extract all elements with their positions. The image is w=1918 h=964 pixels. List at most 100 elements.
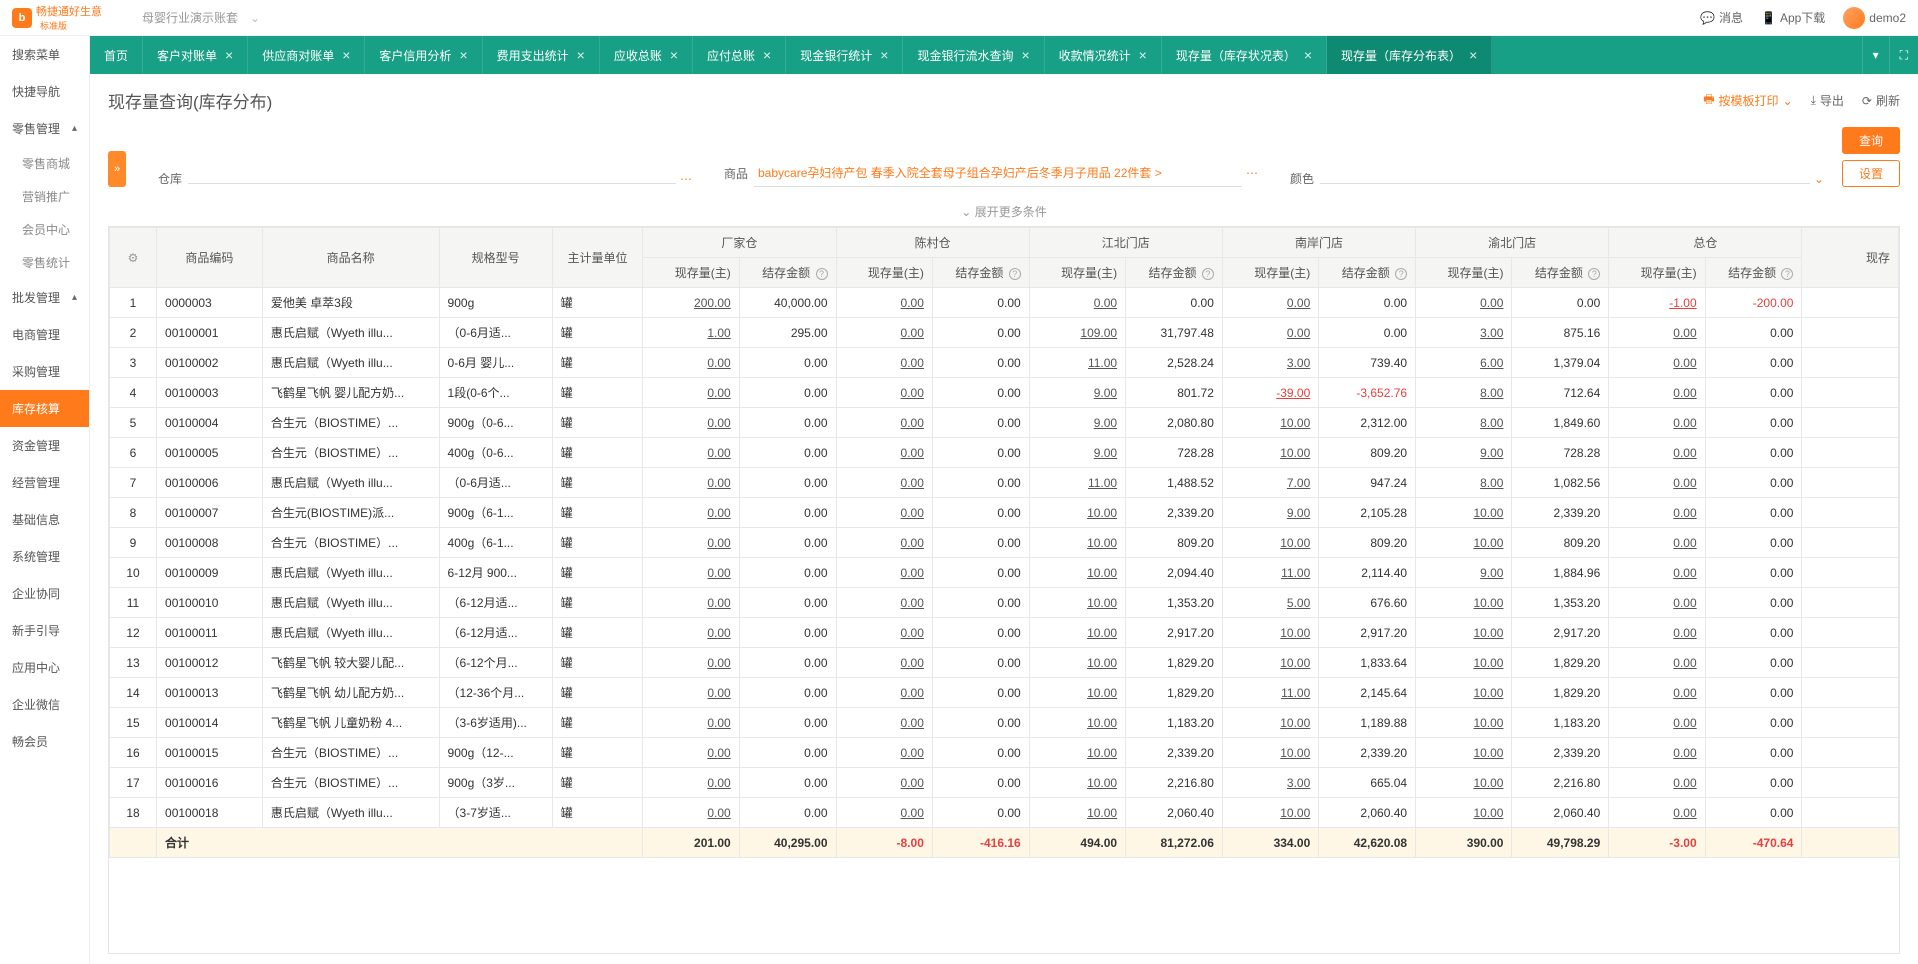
qty-cell[interactable]: 0.00	[836, 288, 932, 318]
demo-title[interactable]: 母婴行业演示账套	[142, 9, 238, 26]
qty-cell[interactable]: 0.00	[1609, 618, 1705, 648]
qty-cell[interactable]: 7.00	[1222, 468, 1318, 498]
qty-cell[interactable]: 10.00	[1416, 588, 1512, 618]
qty-cell[interactable]: 0.00	[836, 408, 932, 438]
qty-cell[interactable]: 8.00	[1416, 408, 1512, 438]
table-scroll[interactable]: ⚙商品编码商品名称规格型号主计量单位厂家仓陈村仓江北门店南岸门店渝北门店总仓现存…	[108, 226, 1900, 954]
qty-cell[interactable]: 3.00	[1222, 768, 1318, 798]
qty-cell[interactable]: 0.00	[1609, 588, 1705, 618]
qty-cell[interactable]: 0.00	[643, 378, 739, 408]
qty-cell[interactable]: 0.00	[643, 558, 739, 588]
sidebar-item[interactable]: 采购管理	[0, 353, 89, 390]
qty-cell[interactable]: 0.00	[1609, 798, 1705, 828]
sidebar-item[interactable]: 快捷导航	[0, 73, 89, 110]
hint-icon[interactable]: ?	[1202, 268, 1214, 280]
qty-cell[interactable]: 0.00	[643, 738, 739, 768]
qty-cell[interactable]: 0.00	[1222, 318, 1318, 348]
tab[interactable]: 客户对账单×	[143, 36, 248, 74]
qty-cell[interactable]: 10.00	[1416, 648, 1512, 678]
tab[interactable]: 收款情况统计×	[1045, 36, 1162, 74]
qty-cell[interactable]: 11.00	[1029, 348, 1125, 378]
qty-cell[interactable]: 1.00	[643, 318, 739, 348]
qty-cell[interactable]: 109.00	[1029, 318, 1125, 348]
qty-cell[interactable]: 10.00	[1416, 678, 1512, 708]
filter-product-input[interactable]: babycare孕妇待产包 春季入院全套母子组合孕妇产后冬季月子用品 22件套 …	[754, 159, 1242, 187]
setting-button[interactable]: 设置	[1842, 160, 1900, 187]
qty-cell[interactable]: 10.00	[1416, 768, 1512, 798]
qty-cell[interactable]: 10.00	[1222, 738, 1318, 768]
sidebar-item[interactable]: 经营管理	[0, 464, 89, 501]
qty-cell[interactable]: 10.00	[1029, 558, 1125, 588]
qty-cell[interactable]: 0.00	[836, 798, 932, 828]
tab[interactable]: 客户信用分析×	[365, 36, 482, 74]
hint-icon[interactable]: ?	[1009, 268, 1021, 280]
qty-cell[interactable]: 10.00	[1029, 648, 1125, 678]
gear-icon[interactable]: ⚙	[128, 251, 139, 265]
qty-cell[interactable]: 0.00	[1609, 408, 1705, 438]
qty-cell[interactable]: 10.00	[1029, 618, 1125, 648]
qty-cell[interactable]: 10.00	[1222, 708, 1318, 738]
user-menu[interactable]: demo2	[1843, 7, 1906, 29]
sidebar-sub-item[interactable]: 会员中心	[0, 213, 89, 246]
sidebar-sub-item[interactable]: 营销推广	[0, 180, 89, 213]
collapse-filter-button[interactable]: »	[108, 151, 126, 187]
qty-cell[interactable]: 0.00	[643, 618, 739, 648]
qty-cell[interactable]: 10.00	[1222, 408, 1318, 438]
qty-cell[interactable]: 0.00	[836, 618, 932, 648]
app-download-link[interactable]: 📱App下载	[1761, 9, 1825, 26]
qty-cell[interactable]: 0.00	[643, 648, 739, 678]
qty-cell[interactable]: 10.00	[1416, 528, 1512, 558]
qty-cell[interactable]: 10.00	[1416, 738, 1512, 768]
qty-cell[interactable]: 0.00	[836, 768, 932, 798]
close-icon[interactable]: ×	[880, 47, 888, 63]
close-icon[interactable]: ×	[225, 47, 233, 63]
qty-cell[interactable]: 10.00	[1029, 498, 1125, 528]
qty-cell[interactable]: 11.00	[1029, 468, 1125, 498]
close-icon[interactable]: ×	[1021, 47, 1029, 63]
expand-filters[interactable]: ⌄ 展开更多条件	[90, 197, 1918, 226]
filter-warehouse-input[interactable]	[188, 173, 676, 184]
sidebar-item[interactable]: 新手引导	[0, 612, 89, 649]
qty-cell[interactable]: 0.00	[836, 528, 932, 558]
qty-cell[interactable]: 0.00	[836, 678, 932, 708]
qty-cell[interactable]: 6.00	[1416, 348, 1512, 378]
tab[interactable]: 现金银行流水查询×	[903, 36, 1044, 74]
tab[interactable]: 费用支出统计×	[483, 36, 600, 74]
filter-color-more[interactable]: ⌄	[1810, 172, 1824, 186]
filter-color-input[interactable]	[1320, 173, 1810, 184]
qty-cell[interactable]: 10.00	[1029, 528, 1125, 558]
qty-cell[interactable]: 9.00	[1029, 408, 1125, 438]
qty-cell[interactable]: 0.00	[1416, 288, 1512, 318]
qty-cell[interactable]: 0.00	[836, 558, 932, 588]
message-link[interactable]: 💬消息	[1700, 9, 1743, 26]
qty-cell[interactable]: 0.00	[1609, 498, 1705, 528]
sidebar-item[interactable]: 畅会员	[0, 723, 89, 760]
qty-cell[interactable]: 0.00	[1609, 648, 1705, 678]
tab[interactable]: 现金银行统计×	[786, 36, 903, 74]
qty-cell[interactable]: 0.00	[1609, 468, 1705, 498]
qty-cell[interactable]: 0.00	[1609, 438, 1705, 468]
qty-cell[interactable]: 0.00	[1609, 738, 1705, 768]
qty-cell[interactable]: 11.00	[1222, 678, 1318, 708]
qty-cell[interactable]: 9.00	[1029, 438, 1125, 468]
tab[interactable]: 首页	[90, 36, 143, 74]
close-icon[interactable]: ×	[1469, 47, 1477, 63]
qty-cell[interactable]: 0.00	[643, 528, 739, 558]
qty-cell[interactable]: -39.00	[1222, 378, 1318, 408]
qty-cell[interactable]: 10.00	[1222, 438, 1318, 468]
qty-cell[interactable]: 9.00	[1416, 558, 1512, 588]
qty-cell[interactable]: 0.00	[643, 408, 739, 438]
qty-cell[interactable]: 0.00	[643, 678, 739, 708]
qty-cell[interactable]: 0.00	[1609, 558, 1705, 588]
hint-icon[interactable]: ?	[1781, 268, 1793, 280]
qty-cell[interactable]: 0.00	[643, 438, 739, 468]
qty-cell[interactable]: 0.00	[643, 708, 739, 738]
qty-cell[interactable]: 0.00	[836, 498, 932, 528]
refresh-button[interactable]: ⟳刷新	[1862, 92, 1900, 109]
qty-cell[interactable]: 0.00	[643, 768, 739, 798]
qty-cell[interactable]: 8.00	[1416, 468, 1512, 498]
sidebar-item[interactable]: 库存核算	[0, 390, 89, 427]
qty-cell[interactable]: 200.00	[643, 288, 739, 318]
chevron-down-icon[interactable]: ⌄	[250, 11, 260, 25]
qty-cell[interactable]: 0.00	[643, 498, 739, 528]
